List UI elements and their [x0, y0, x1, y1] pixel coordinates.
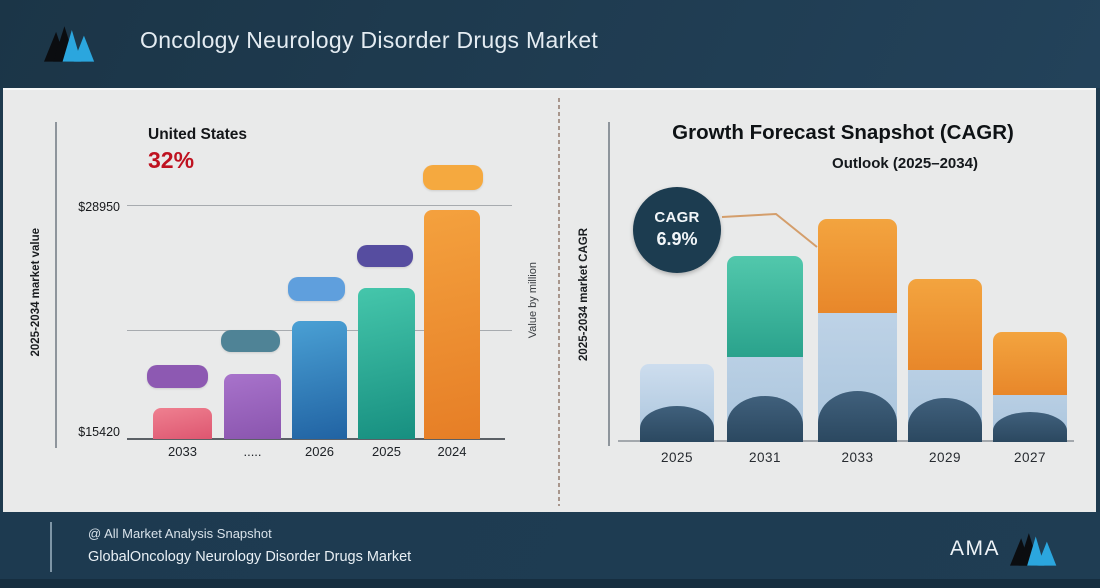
right-bar-2033 — [818, 219, 897, 442]
gridline — [127, 205, 512, 206]
right-x-label-2031: 2031 — [748, 450, 782, 465]
left-bar-2026 — [292, 321, 347, 439]
left-bar-cap-..... — [221, 330, 280, 352]
left-bar-cap-2025 — [357, 245, 413, 267]
left-chart-highlight: 32% — [148, 147, 195, 173]
segment-teal — [727, 256, 803, 357]
right-x-label-2029: 2029 — [928, 450, 962, 465]
right-y-axis-title: 2025-2034 market CAGR — [578, 228, 590, 361]
y-tick-bottom: $15420 — [78, 425, 120, 439]
segment-dark-base — [818, 391, 897, 442]
segment-orange — [993, 332, 1067, 395]
footer-divider — [50, 522, 52, 572]
right-x-label-2025: 2025 — [660, 450, 694, 465]
ama-logo-icon — [44, 26, 95, 62]
right-x-label-2027: 2027 — [1013, 450, 1047, 465]
left-bar-2025 — [358, 288, 415, 439]
left-right-axis-title: Value by million — [527, 262, 539, 339]
ama-footer-logo-icon — [1010, 533, 1057, 566]
left-x-axis-line — [127, 438, 505, 440]
y-tick-top: $28950 — [78, 200, 120, 214]
right-chart-subtitle: Outlook (2025–2034) — [832, 155, 978, 172]
header: Oncology Neurology Disorder Drugs Market — [0, 0, 1100, 88]
left-x-label-2026: 2026 — [305, 444, 334, 459]
left-bar-..... — [224, 374, 281, 439]
left-x-label-2025: 2025 — [372, 444, 401, 459]
right-bar-2031 — [727, 256, 803, 442]
left-bar-cap-2026 — [288, 277, 345, 301]
callout-connector-line — [721, 212, 818, 248]
right-bar-2027 — [993, 332, 1067, 442]
left-bar-2024 — [424, 210, 480, 439]
segment-orange — [908, 279, 982, 370]
left-bar-cap-2024 — [423, 165, 483, 190]
left-chart-title: United States — [148, 126, 248, 143]
segment-dark-base — [993, 412, 1067, 442]
charts-divider — [558, 98, 560, 506]
left-bar-2033 — [153, 408, 212, 439]
left-y-axis-line — [55, 122, 57, 448]
segment-dark-base — [908, 398, 982, 442]
footer-credit: @ All Market Analysis Snapshot — [88, 526, 272, 541]
segment-dark-base — [727, 396, 803, 442]
left-x-label-2024: 2024 — [437, 444, 467, 459]
segment-dark-base — [640, 406, 714, 442]
segment-orange — [818, 219, 897, 313]
bottom-accent-strip — [0, 579, 1100, 588]
cagr-badge: CAGR 6.9% — [633, 187, 721, 273]
page-title: Oncology Neurology Disorder Drugs Market — [140, 27, 599, 53]
cagr-badge-value: 6.9% — [656, 229, 698, 250]
right-bar-2025 — [640, 364, 714, 442]
left-x-label-.....: ..... — [243, 444, 262, 459]
right-x-label-2033: 2033 — [841, 450, 874, 465]
right-bar-2029 — [908, 279, 982, 442]
right-y-axis-line — [608, 122, 610, 446]
footer-source: GlobalOncology Neurology Disorder Drugs … — [88, 549, 412, 565]
left-x-label-2033: 2033 — [168, 444, 197, 459]
left-y-axis-title: 2025-2034 market value — [30, 228, 42, 357]
cagr-badge-label: CAGR — [654, 209, 700, 227]
left-bar-cap-2033 — [147, 365, 208, 388]
right-chart-title: Growth Forecast Snapshot (CAGR) — [672, 121, 1014, 144]
footer-brand-text: AMA — [950, 537, 1001, 560]
footer: @ All Market Analysis Snapshot GlobalOnc… — [0, 512, 1100, 588]
